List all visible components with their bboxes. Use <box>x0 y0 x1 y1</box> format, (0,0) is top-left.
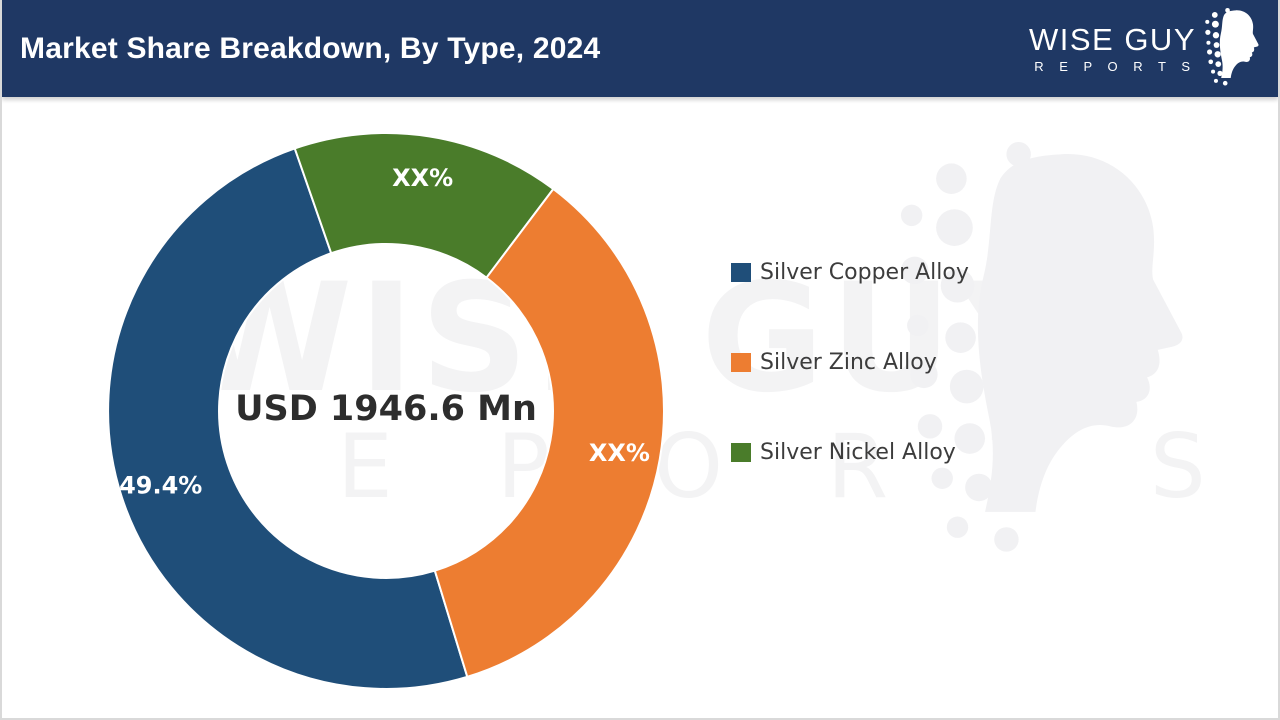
donut-slice-silver-copper-alloy <box>107 147 469 690</box>
legend-item-silver-nickel-alloy: Silver Nickel Alloy <box>731 438 969 466</box>
legend-swatch-icon <box>731 262 751 282</box>
legend-swatch-icon <box>731 442 751 462</box>
donut-chart: 49.4% XX% XX% <box>107 132 665 690</box>
header-bar: Market Share Breakdown, By Type, 2024 WI… <box>2 0 1278 97</box>
logo-text: WISE GUY R E P O R T S <box>1029 24 1196 74</box>
logo-tagline: R E P O R T S <box>1034 58 1196 74</box>
chart-section: WISE GUY R E P O R T S 49.4% XX% XX% USD 1… <box>2 97 1278 718</box>
donut-slice-silver-zinc-alloy <box>433 187 665 679</box>
logo-name: WISE GUY <box>1028 21 1196 57</box>
slice-value-label-silver-nickel-alloy: XX% <box>392 164 453 192</box>
legend-label: Silver Nickel Alloy <box>760 439 956 465</box>
chart-center-value: USD 1946.6 Mn <box>235 389 537 429</box>
legend-item-silver-copper-alloy: Silver Copper Alloy <box>731 258 969 286</box>
legend-label: Silver Copper Alloy <box>760 259 969 285</box>
slice-value-label-silver-copper-alloy: 49.4% <box>119 472 202 500</box>
legend-item-silver-zinc-alloy: Silver Zinc Alloy <box>731 348 969 376</box>
legend: Silver Copper Alloy Silver Zinc Alloy Si… <box>731 258 969 528</box>
legend-label: Silver Zinc Alloy <box>760 349 937 375</box>
legend-swatch-icon <box>731 352 751 372</box>
slice-value-label-silver-zinc-alloy: XX% <box>589 439 650 467</box>
page-title: Market Share Breakdown, By Type, 2024 <box>20 31 601 65</box>
wiseguy-logo: WISE GUY R E P O R T S <box>1029 8 1260 89</box>
face-logo-icon <box>1205 8 1259 86</box>
